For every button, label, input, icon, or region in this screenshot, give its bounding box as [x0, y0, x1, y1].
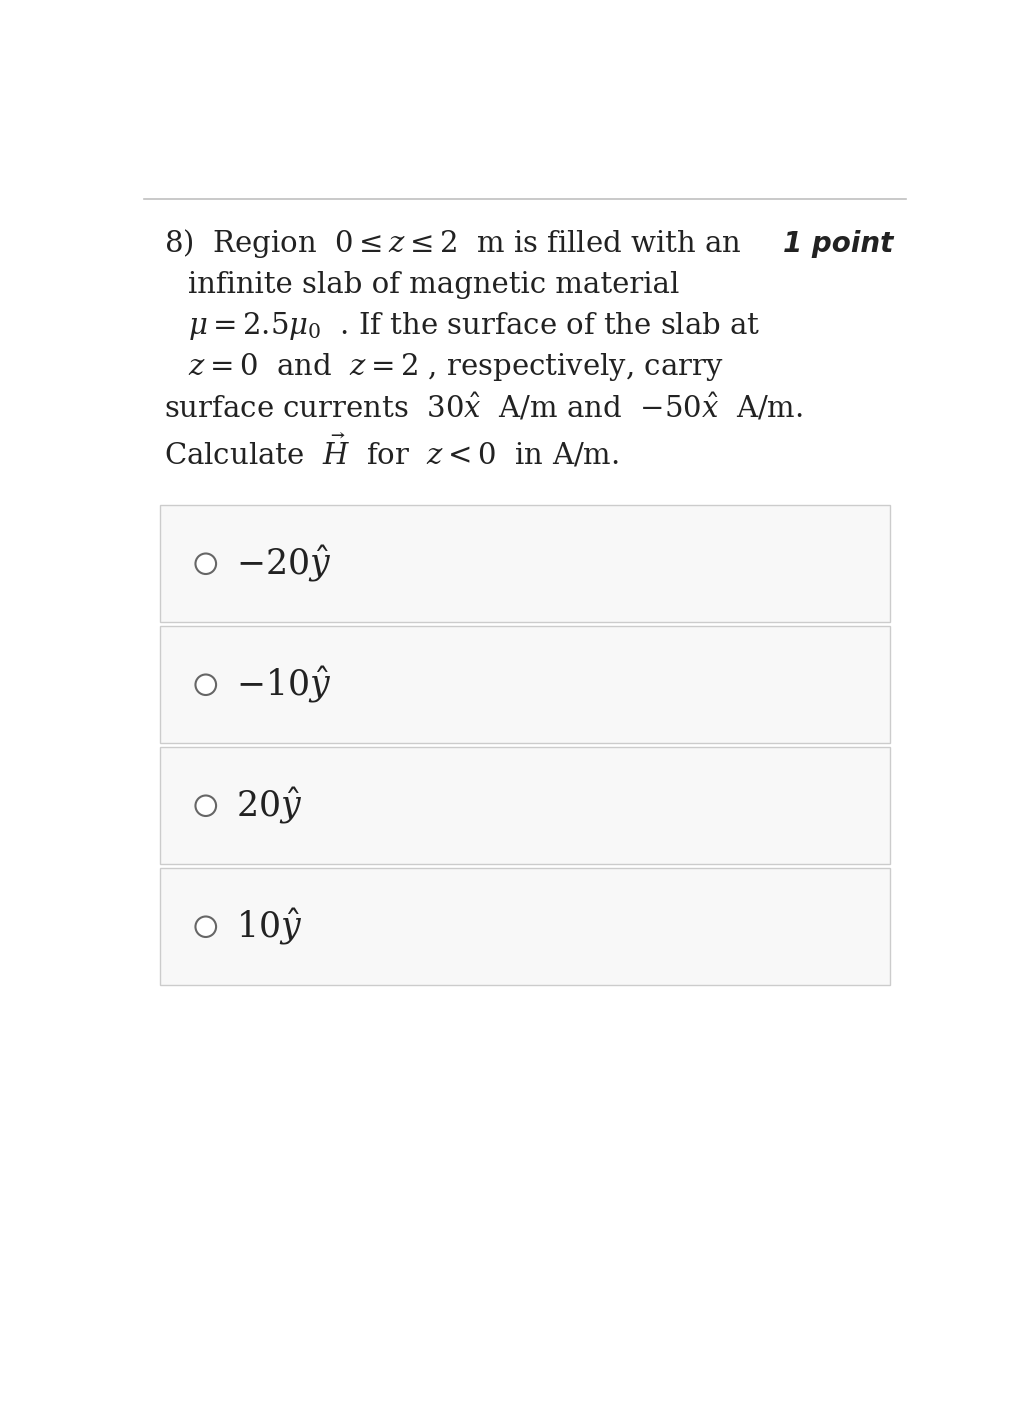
FancyBboxPatch shape: [160, 748, 890, 864]
Ellipse shape: [196, 554, 216, 574]
Ellipse shape: [196, 796, 216, 817]
Text: $\mu = 2.5\mu_0$  . If the surface of the slab at: $\mu = 2.5\mu_0$ . If the surface of the…: [187, 310, 760, 342]
Text: $10\hat{y}$: $10\hat{y}$: [236, 906, 302, 947]
FancyBboxPatch shape: [160, 505, 890, 622]
Text: $-20\hat{y}$: $-20\hat{y}$: [236, 543, 331, 584]
Text: infinite slab of magnetic material: infinite slab of magnetic material: [187, 271, 679, 299]
Text: $20\hat{y}$: $20\hat{y}$: [236, 786, 302, 826]
FancyBboxPatch shape: [160, 868, 890, 985]
Ellipse shape: [196, 675, 216, 694]
Text: surface currents  $30\hat{x}$  A/m and  $-50\hat{x}$  A/m.: surface currents $30\hat{x}$ A/m and $-5…: [164, 393, 803, 424]
Ellipse shape: [196, 916, 216, 937]
Text: $z = 0$  and  $z = 2$ , respectively, carry: $z = 0$ and $z = 2$ , respectively, carr…: [187, 351, 723, 383]
FancyBboxPatch shape: [160, 626, 890, 744]
Text: 8)  Region  $0 \leq z \leq 2$  m is filled with an: 8) Region $0 \leq z \leq 2$ m is filled …: [164, 227, 741, 261]
Text: 1 point: 1 point: [783, 230, 894, 258]
Text: $-10\hat{y}$: $-10\hat{y}$: [236, 665, 331, 706]
Text: Calculate  $\vec{H}$  for  $z < 0$  in A/m.: Calculate $\vec{H}$ for $z < 0$ in A/m.: [164, 432, 618, 470]
